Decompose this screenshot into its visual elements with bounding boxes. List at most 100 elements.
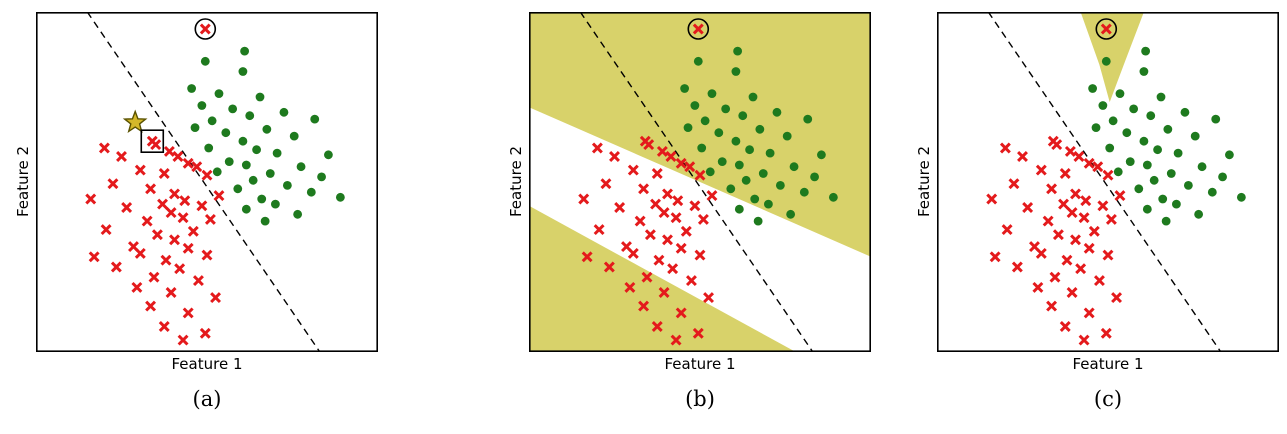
data-point-x bbox=[1114, 190, 1126, 202]
data-point-dot bbox=[1115, 89, 1125, 98]
data-point-x bbox=[658, 287, 670, 298]
data-point-x bbox=[182, 242, 194, 254]
data-point-x bbox=[1046, 183, 1058, 195]
data-point-dot bbox=[1142, 204, 1152, 214]
data-point-x bbox=[169, 188, 180, 200]
plot-wrap-b: Feature 1 (b) bbox=[529, 12, 871, 411]
decision-boundary-line bbox=[987, 12, 1222, 352]
data-point-dot bbox=[721, 104, 731, 114]
data-point-dot bbox=[817, 150, 826, 160]
data-point-x bbox=[581, 251, 593, 263]
panel-a: Feature 2 Feature 1 (a) bbox=[10, 12, 378, 411]
data-point-dot bbox=[204, 143, 214, 153]
decision-boundary-line bbox=[86, 12, 321, 352]
outlier-ring bbox=[687, 18, 710, 40]
data-point-x bbox=[169, 234, 180, 246]
data-point-x bbox=[651, 168, 663, 179]
data-point-dot bbox=[745, 145, 754, 155]
data-point-x bbox=[999, 142, 1011, 154]
caption-c: (c) bbox=[1093, 387, 1123, 411]
data-point-dot bbox=[190, 123, 200, 132]
data-point-x bbox=[1078, 212, 1090, 224]
data-point-dot bbox=[187, 84, 197, 93]
data-point-x bbox=[1058, 198, 1070, 210]
data-point-x bbox=[134, 164, 146, 176]
data-point-x bbox=[151, 229, 163, 241]
data-point-x bbox=[158, 321, 170, 332]
data-point-dot bbox=[1105, 143, 1115, 153]
data-point-x bbox=[650, 198, 662, 210]
plot-a bbox=[36, 12, 378, 352]
data-point-dot bbox=[733, 46, 743, 56]
data-point-dot bbox=[705, 167, 715, 177]
y-axis-label: Feature 2 bbox=[507, 146, 525, 218]
data-point-x bbox=[1111, 292, 1123, 304]
data-point-dot bbox=[241, 204, 251, 214]
data-point-x bbox=[177, 212, 189, 224]
data-point-x bbox=[1083, 307, 1095, 319]
data-point-x bbox=[88, 251, 100, 263]
data-point-x bbox=[1083, 242, 1095, 254]
data-point-dot bbox=[1142, 160, 1152, 170]
data-point-dot bbox=[279, 107, 289, 117]
data-point-dot bbox=[799, 187, 809, 197]
data-point-x bbox=[1049, 271, 1061, 283]
plot-border bbox=[529, 12, 871, 352]
data-point-x bbox=[182, 157, 194, 169]
data-point-x bbox=[1083, 157, 1095, 169]
data-point-dot bbox=[1146, 111, 1156, 121]
data-point-x bbox=[158, 168, 170, 179]
data-point-x bbox=[116, 151, 127, 162]
plot-border bbox=[937, 12, 1279, 352]
data-point-dot bbox=[753, 216, 763, 226]
data-point-dot bbox=[317, 172, 326, 182]
data-point-x bbox=[1066, 287, 1078, 298]
data-point-x bbox=[670, 212, 682, 224]
data-point-dot bbox=[1108, 116, 1118, 126]
data-point-dot bbox=[803, 114, 813, 124]
plot-border bbox=[36, 12, 378, 352]
data-point-dot bbox=[335, 192, 345, 202]
data-point-x bbox=[662, 234, 673, 246]
data-point-dot bbox=[306, 187, 316, 197]
data-point-x bbox=[675, 307, 687, 319]
data-point-x bbox=[163, 145, 175, 157]
data-point-dot bbox=[782, 131, 792, 141]
data-point-x bbox=[1017, 151, 1028, 162]
data-point-x bbox=[110, 261, 122, 273]
data-point-dot bbox=[750, 194, 760, 204]
uncertainty-region bbox=[529, 12, 871, 257]
data-point-x bbox=[100, 224, 112, 236]
data-point-x bbox=[667, 263, 679, 275]
data-point-x bbox=[145, 183, 157, 195]
data-point-x bbox=[1035, 164, 1047, 176]
data-point-dot bbox=[248, 175, 258, 185]
data-point-dot bbox=[1225, 150, 1234, 160]
data-point-x bbox=[1046, 300, 1058, 312]
data-point-dot bbox=[734, 160, 744, 170]
data-point-x bbox=[675, 157, 687, 169]
data-point-dot bbox=[828, 192, 838, 202]
data-point-dot bbox=[1218, 172, 1227, 182]
data-point-dot bbox=[775, 181, 785, 190]
data-point-x bbox=[706, 190, 718, 202]
data-point-dot bbox=[690, 101, 700, 110]
data-point-x bbox=[694, 249, 706, 261]
data-point-dot bbox=[1207, 187, 1217, 197]
data-point-x bbox=[638, 183, 650, 195]
plot-wrap-c: Feature 1 (c) bbox=[937, 12, 1279, 411]
data-point-x bbox=[192, 275, 204, 287]
data-point-x bbox=[1064, 145, 1076, 157]
data-point-dot bbox=[1197, 162, 1207, 172]
data-point-x bbox=[680, 225, 692, 237]
data-point-dot bbox=[262, 124, 272, 134]
data-point-x bbox=[624, 281, 636, 293]
data-point-dot bbox=[221, 128, 231, 138]
x-axis-label: Feature 1 bbox=[1072, 355, 1144, 373]
data-point-x bbox=[1093, 275, 1105, 287]
data-point-dot bbox=[1088, 84, 1098, 93]
data-point-x bbox=[665, 151, 677, 162]
outlier-point bbox=[692, 23, 704, 35]
data-point-x bbox=[1075, 263, 1087, 275]
data-point-x bbox=[182, 307, 194, 319]
